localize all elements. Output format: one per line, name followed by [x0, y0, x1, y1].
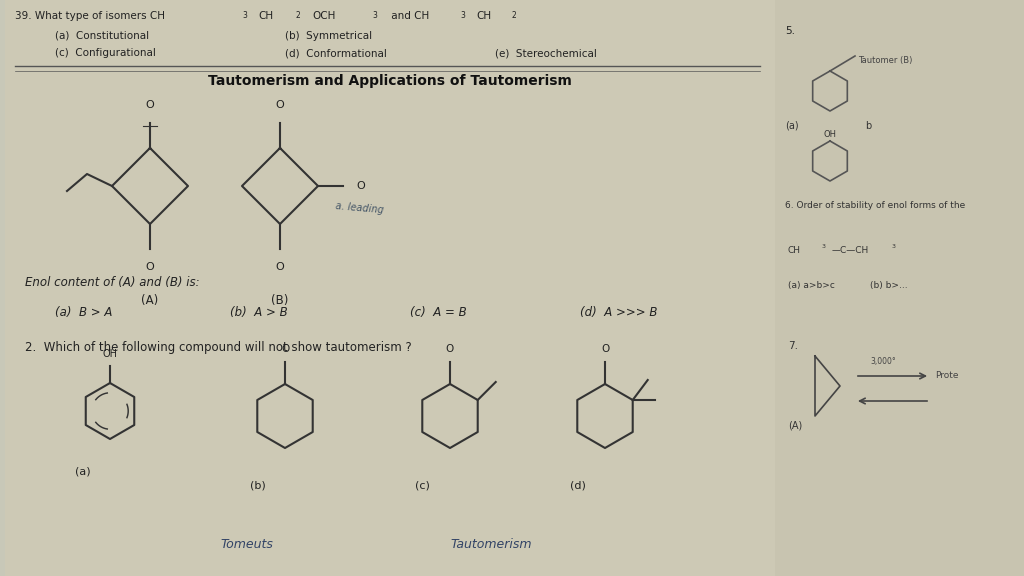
Text: Tomeuts: Tomeuts — [220, 538, 272, 551]
Text: (A): (A) — [788, 421, 802, 431]
Text: (b) b>...: (b) b>... — [870, 281, 907, 290]
Bar — [5, 0, 775, 576]
Text: b: b — [865, 121, 871, 131]
Text: CH: CH — [476, 11, 492, 21]
Text: 3: 3 — [822, 244, 826, 249]
Text: OH: OH — [102, 349, 118, 359]
Text: (c): (c) — [415, 481, 430, 491]
Text: 3,000°: 3,000° — [870, 357, 896, 366]
Text: (d)  Conformational: (d) Conformational — [285, 48, 387, 58]
Text: 3: 3 — [372, 11, 377, 20]
Text: (a): (a) — [75, 466, 91, 476]
Text: O: O — [281, 344, 289, 354]
Text: a. leading: a. leading — [335, 201, 384, 215]
Text: (c)  Configurational: (c) Configurational — [55, 48, 156, 58]
Text: 5.: 5. — [785, 26, 795, 36]
Text: (A): (A) — [141, 294, 159, 307]
Text: (c)  A = B: (c) A = B — [410, 306, 467, 319]
Text: OH: OH — [823, 130, 837, 139]
Text: O: O — [145, 262, 155, 272]
Text: O: O — [601, 344, 609, 354]
Text: (b)  A > B: (b) A > B — [230, 306, 288, 319]
Text: Tautomer (B): Tautomer (B) — [858, 56, 912, 65]
Text: (B): (B) — [271, 294, 289, 307]
Text: 3: 3 — [242, 11, 247, 20]
Text: O: O — [445, 344, 454, 354]
Text: 3: 3 — [892, 244, 896, 249]
Text: O: O — [275, 262, 285, 272]
Text: OCH: OCH — [312, 11, 336, 21]
Text: Tautomerism: Tautomerism — [450, 538, 531, 551]
Text: 2: 2 — [512, 11, 517, 20]
Text: O: O — [145, 100, 155, 110]
Text: —C—CH: —C—CH — [831, 246, 869, 255]
Text: and CH: and CH — [388, 11, 429, 21]
Text: Prote: Prote — [935, 372, 958, 381]
Text: CH: CH — [788, 246, 801, 255]
Text: (a)  B > A: (a) B > A — [55, 306, 113, 319]
Text: (a): (a) — [785, 121, 799, 131]
Text: Enol content of (A) and (B) is:: Enol content of (A) and (B) is: — [25, 276, 200, 289]
Text: (a)  Constitutional: (a) Constitutional — [55, 31, 150, 41]
Text: CH: CH — [258, 11, 273, 21]
Text: O: O — [356, 181, 365, 191]
Text: O: O — [275, 100, 285, 110]
Text: (a) a>b>c: (a) a>b>c — [788, 281, 835, 290]
Bar — [775, 0, 1024, 576]
Text: (d): (d) — [570, 481, 586, 491]
Text: Tautomerism and Applications of Tautomerism: Tautomerism and Applications of Tautomer… — [208, 74, 572, 88]
Text: 2: 2 — [295, 11, 300, 20]
Text: 7.: 7. — [788, 341, 798, 351]
Text: 6. Order of stability of enol forms of the: 6. Order of stability of enol forms of t… — [785, 201, 966, 210]
Text: (b): (b) — [250, 481, 266, 491]
Text: 2.  Which of the following compound will not show tautomerism ?: 2. Which of the following compound will … — [25, 341, 412, 354]
Text: 3: 3 — [460, 11, 465, 20]
Text: (b)  Symmetrical: (b) Symmetrical — [285, 31, 372, 41]
Text: (d)  A >>> B: (d) A >>> B — [580, 306, 657, 319]
Text: (e)  Stereochemical: (e) Stereochemical — [495, 48, 597, 58]
Text: 39. What type of isomers CH: 39. What type of isomers CH — [15, 11, 165, 21]
